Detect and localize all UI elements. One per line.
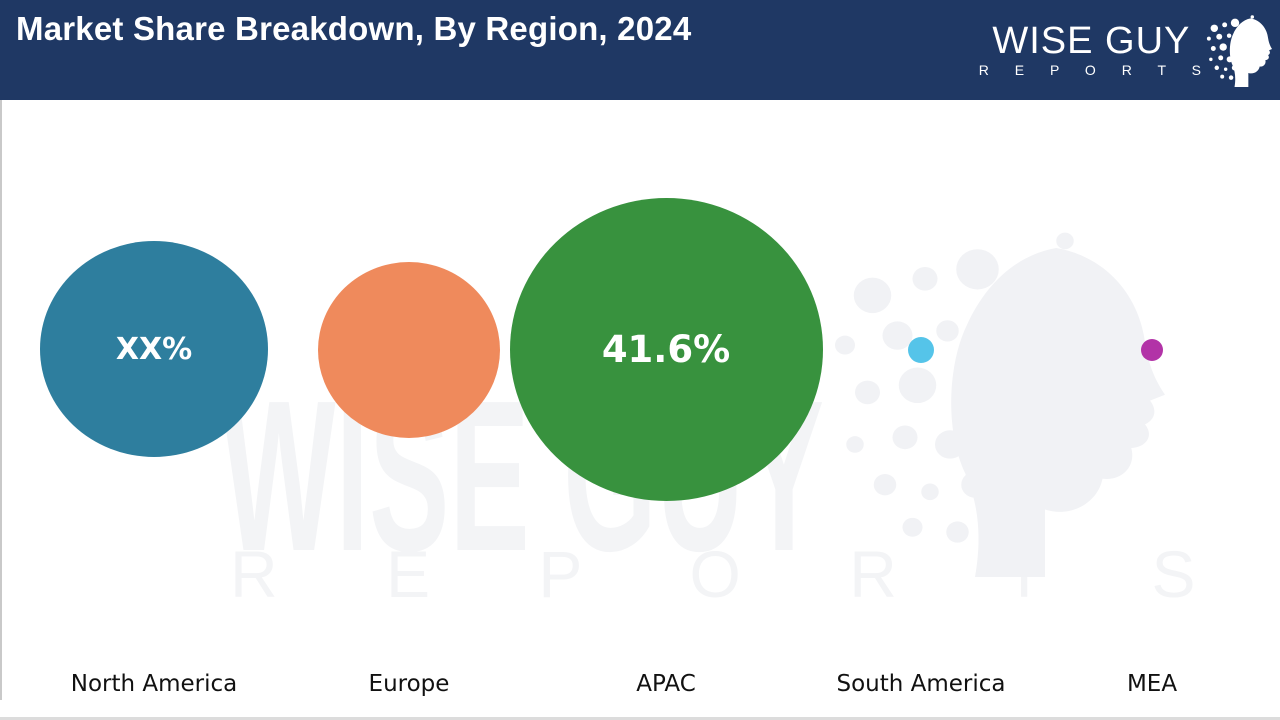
- page-title: Market Share Breakdown, By Region, 2024: [16, 10, 692, 47]
- logo-wordmark-line1: WISE GUY: [992, 19, 1191, 62]
- bubble-value-label-apac: 41.6%: [601, 327, 731, 371]
- x-axis-line: [0, 717, 1280, 720]
- category-label-europe: Europe: [368, 671, 450, 697]
- category-label-mea: MEA: [1126, 671, 1178, 697]
- logo-wordmark-line2: R E P O R T S: [978, 62, 1212, 79]
- category-label-apac: APAC: [636, 671, 696, 697]
- bubble-value-label-north-america: XX%: [115, 331, 193, 367]
- chart-area: WISE GUY R E P O R T S XX% 41.6% North Am…: [0, 100, 1280, 720]
- bubble-apac: 41.6%: [509, 197, 823, 501]
- brand-logo: WISE GUY R E P O R T S: [971, 2, 1274, 98]
- y-axis-line: [0, 100, 2, 700]
- logo-wordmark: WISE GUY R E P O R T S: [971, 19, 1212, 79]
- bubble-europe: [318, 262, 500, 438]
- bubble-south-america: [908, 337, 934, 363]
- category-label-north-america: North America: [70, 671, 238, 697]
- category-label-south-america: South America: [836, 671, 1006, 697]
- header-bar: Market Share Breakdown, By Region, 2024 …: [0, 0, 1280, 100]
- bubble-north-america: XX%: [40, 241, 268, 457]
- bubble-mea: [1141, 339, 1163, 361]
